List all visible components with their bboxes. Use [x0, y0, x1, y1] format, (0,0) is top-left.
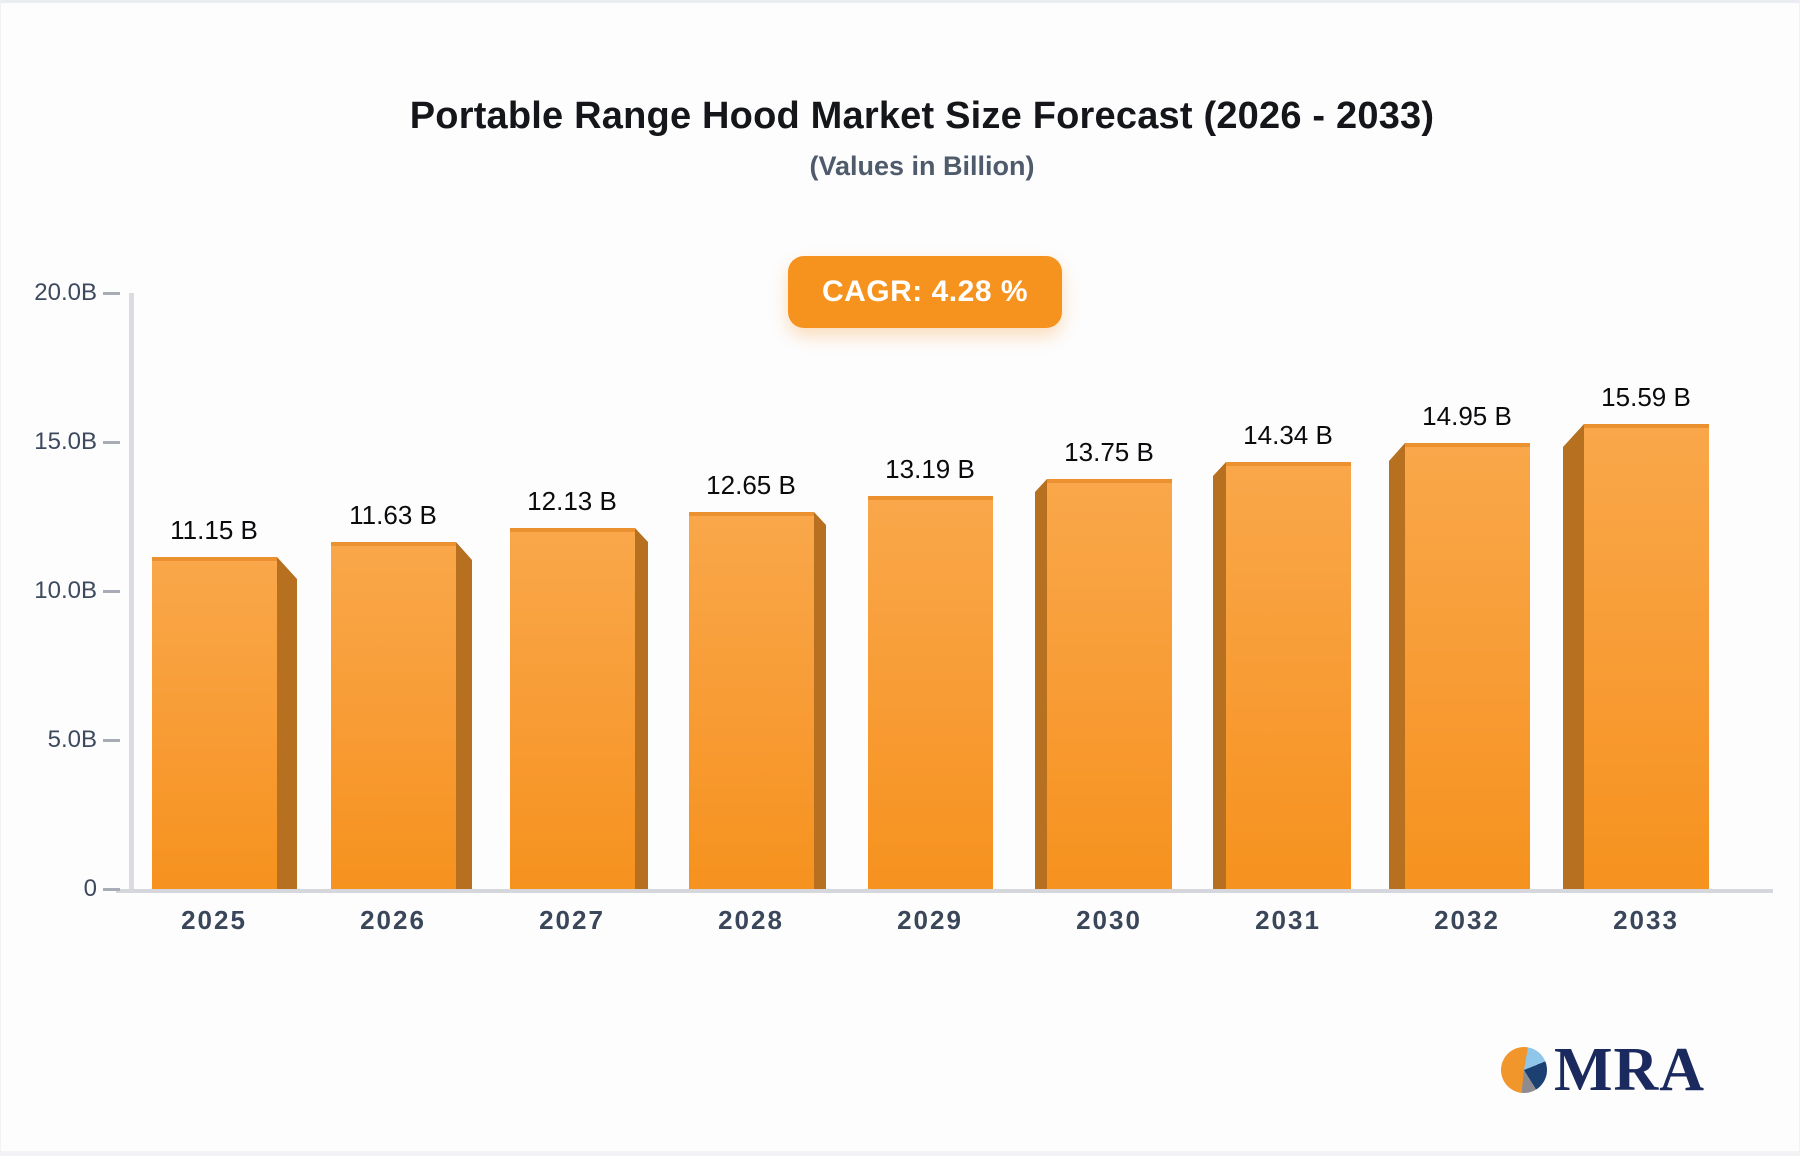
x-category-label: 2033 — [1613, 905, 1679, 935]
chart-subtitle: (Values in Billion) — [809, 151, 1035, 181]
x-category-label: 2028 — [718, 905, 784, 935]
y-axis-line — [129, 293, 134, 893]
y-tick-dash — [103, 441, 120, 444]
bar-value-label: 13.19 B — [885, 454, 975, 484]
bar-side — [1389, 443, 1405, 889]
bar-side — [1213, 462, 1226, 889]
x-category-label: 2025 — [181, 905, 247, 935]
y-tick-label: 15.0B — [34, 428, 97, 455]
bar-value-label: 14.95 B — [1422, 401, 1512, 431]
cagr-badge: CAGR: 4.28 % — [788, 256, 1062, 328]
bar-front — [1047, 479, 1172, 889]
y-tick-dash — [103, 292, 120, 295]
chart-title: Portable Range Hood Market Size Forecast… — [409, 95, 1435, 137]
x-category-label: 2032 — [1434, 905, 1500, 935]
x-axis-line — [116, 889, 1773, 893]
y-tick-dash — [103, 590, 120, 593]
bar-value-label: 14.34 B — [1243, 420, 1333, 450]
bar-value-label: 11.15 B — [170, 515, 258, 545]
bar-front — [331, 542, 456, 889]
bar-side — [1035, 479, 1047, 889]
mra-logo: MRA — [1501, 1036, 1706, 1104]
bar-front — [1226, 462, 1351, 889]
bar-value-label: 15.59 B — [1601, 382, 1691, 412]
x-category-label: 2029 — [897, 905, 963, 935]
mra-logo-text: MRA — [1554, 1036, 1706, 1104]
y-tick-label: 10.0B — [34, 577, 97, 604]
bar-front — [868, 496, 993, 889]
bar-value-label: 12.65 B — [706, 470, 796, 500]
bar-side — [814, 512, 826, 889]
y-tick-dash — [103, 888, 120, 891]
bar-side — [1563, 424, 1584, 889]
x-category-label: 2031 — [1255, 905, 1321, 935]
bar-front — [152, 557, 277, 889]
bar-side — [635, 528, 648, 889]
y-tick-label: 0 — [83, 875, 97, 902]
bar-side — [456, 542, 472, 889]
x-category-label: 2027 — [539, 905, 605, 935]
y-tick-dash — [103, 739, 120, 742]
y-tick-label: 20.0B — [34, 279, 97, 306]
y-tick-label: 5.0B — [47, 726, 97, 753]
bar-front — [689, 512, 814, 889]
bar-front — [510, 528, 635, 889]
x-category-label: 2030 — [1076, 905, 1142, 935]
bar-front — [1405, 443, 1530, 889]
x-category-label: 2026 — [360, 905, 426, 935]
pie-chart-icon — [1501, 1047, 1547, 1093]
bar-value-label: 11.63 B — [349, 500, 437, 530]
bar-value-label: 13.75 B — [1064, 437, 1154, 467]
bar-side — [277, 557, 297, 889]
bar-value-label: 12.13 B — [527, 486, 617, 516]
bar-front — [1584, 424, 1709, 889]
